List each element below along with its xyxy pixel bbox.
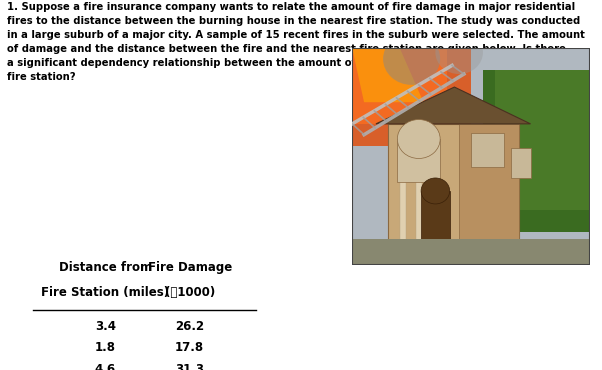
- Bar: [512, 148, 530, 178]
- Bar: [397, 139, 440, 182]
- Text: Distance from: Distance from: [59, 261, 152, 274]
- Polygon shape: [376, 87, 530, 124]
- Bar: [483, 70, 590, 232]
- Bar: [417, 156, 423, 243]
- Circle shape: [421, 178, 450, 204]
- Bar: [352, 239, 590, 265]
- Bar: [388, 124, 519, 243]
- Circle shape: [435, 31, 483, 74]
- Text: 1. Suppose a fire insurance company wants to relate the amount of fire damage in: 1. Suppose a fire insurance company want…: [7, 2, 587, 82]
- Polygon shape: [352, 48, 471, 145]
- Text: Fire Station (miles): Fire Station (miles): [42, 286, 169, 299]
- Text: 4.6: 4.6: [95, 363, 116, 370]
- Circle shape: [397, 120, 440, 158]
- Polygon shape: [352, 48, 447, 124]
- Text: 1.8: 1.8: [95, 341, 116, 354]
- Bar: [471, 132, 504, 167]
- Bar: [400, 156, 406, 243]
- Bar: [495, 70, 590, 211]
- Text: Fire Damage: Fire Damage: [147, 261, 232, 274]
- Text: 3.4: 3.4: [95, 320, 116, 333]
- Circle shape: [383, 33, 440, 85]
- Bar: [459, 124, 519, 243]
- Polygon shape: [352, 48, 423, 102]
- Text: (␤1000): (␤1000): [164, 286, 215, 299]
- Text: 31.3: 31.3: [175, 363, 204, 370]
- Text: 17.8: 17.8: [175, 341, 204, 354]
- Bar: [433, 156, 439, 243]
- Text: 26.2: 26.2: [175, 320, 204, 333]
- Bar: [421, 191, 450, 243]
